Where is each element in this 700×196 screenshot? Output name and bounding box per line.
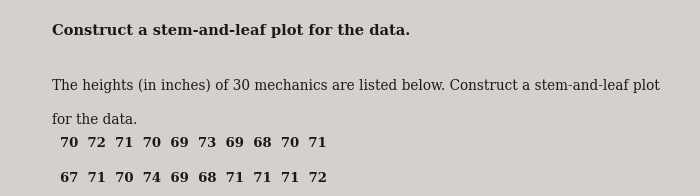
Text: 67  71  70  74  69  68  71  71  71  72: 67 71 70 74 69 68 71 71 71 72	[60, 172, 326, 184]
Text: for the data.: for the data.	[52, 113, 138, 127]
Text: 70  72  71  70  69  73  69  68  70  71: 70 72 71 70 69 73 69 68 70 71	[60, 137, 326, 150]
Text: The heights (in inches) of 30 mechanics are listed below. Construct a stem-and-l: The heights (in inches) of 30 mechanics …	[52, 78, 660, 93]
Text: Construct a stem-and-leaf plot for the data.: Construct a stem-and-leaf plot for the d…	[52, 24, 411, 37]
